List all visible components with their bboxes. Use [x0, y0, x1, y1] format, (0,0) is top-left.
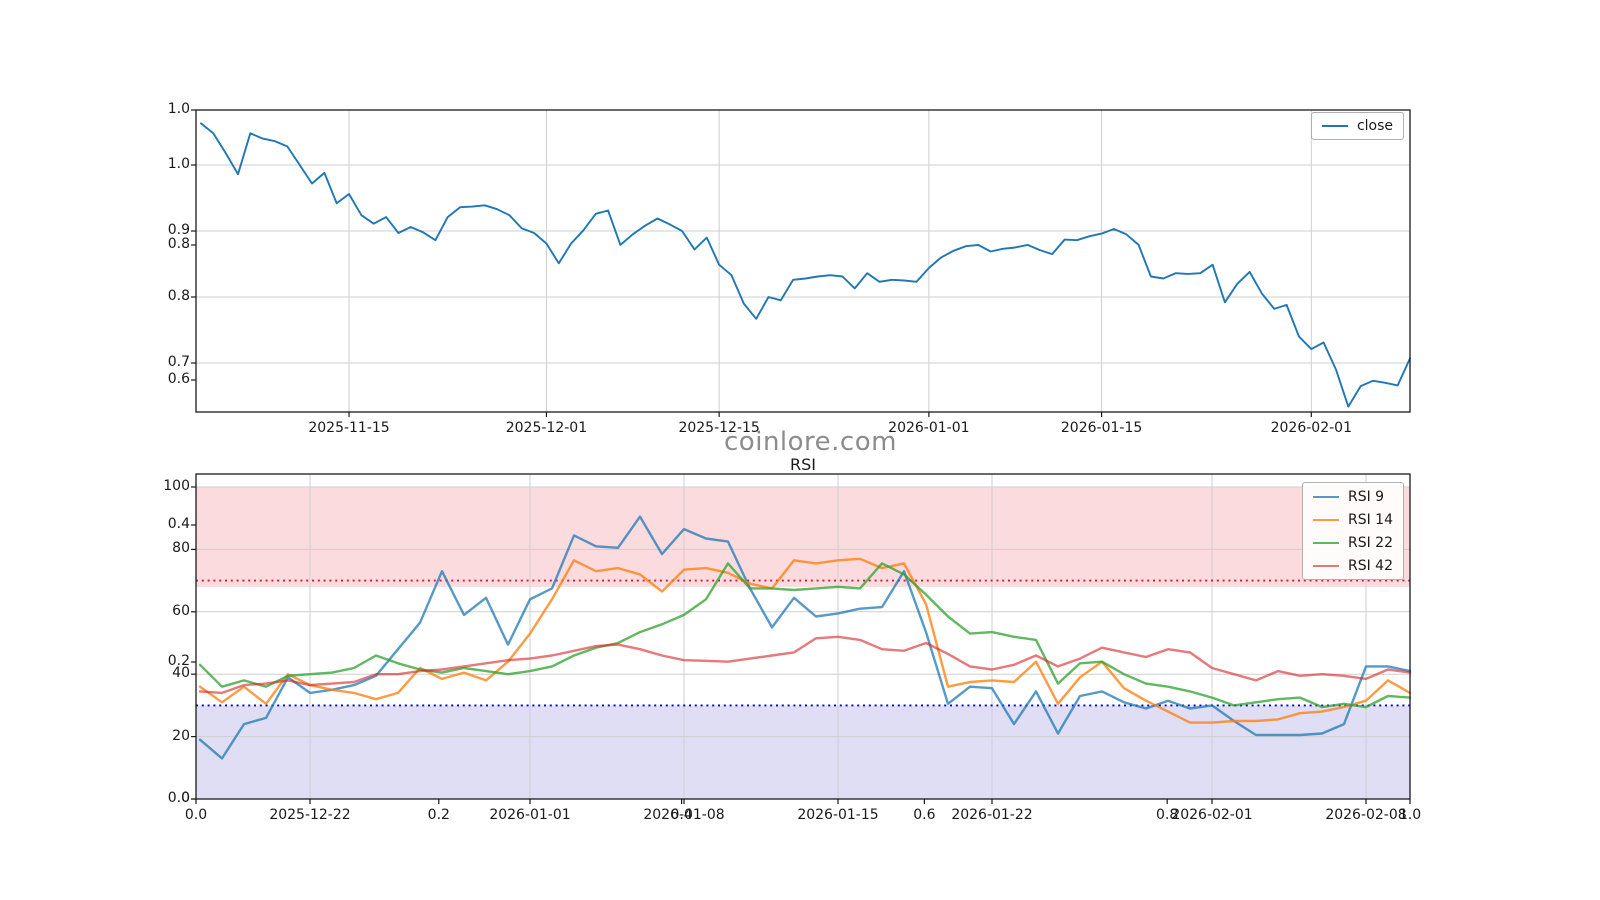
legend-label: RSI 42	[1347, 557, 1393, 574]
price-x-tick-label: 2026-02-01	[1270, 420, 1352, 436]
legend-item-rsi22: RSI 22	[1312, 533, 1393, 552]
rsi-x-date-label: 2026-01-15	[797, 807, 879, 823]
legend-label: RSI 14	[1347, 511, 1393, 528]
rsi-y-tick-label: 100	[163, 478, 190, 494]
price-legend: close	[1310, 112, 1404, 140]
rsi42-line-swatch	[1312, 564, 1339, 567]
rsi-y-tick-label: 60	[172, 602, 190, 619]
legend-label: RSI 9	[1347, 488, 1385, 505]
price-overlay-y-tick-label: 0.8	[167, 236, 190, 252]
rsi-x-overlay-label: 0.6	[913, 807, 936, 823]
rsi-chart-title: RSI	[790, 455, 816, 474]
price-x-tick-label: 2025-12-15	[678, 420, 760, 436]
price-x-tick-label: 2026-01-01	[888, 420, 970, 436]
rsi-x-date-label: 2025-12-22	[269, 807, 351, 823]
legend-item-rsi9: RSI 9	[1312, 487, 1393, 506]
rsi-x-overlay-label: 0.0	[184, 807, 208, 823]
rsi-y-tick-label: 20	[172, 727, 190, 744]
legend-label: RSI 22	[1347, 534, 1393, 551]
price-y-tick-label: 0.9	[167, 222, 190, 238]
price-x-tick-label: 2025-11-15	[308, 420, 390, 436]
legend-item-rsi14: RSI 14	[1312, 510, 1393, 529]
rsi-x-date-label: 2026-01-22	[951, 807, 1033, 823]
rsi-x-overlay-label: 0.2	[427, 807, 450, 823]
rsi-legend: RSI 9 RSI 14 RSI 22 RSI 42	[1301, 482, 1404, 580]
watermark: coinlore.com	[724, 427, 897, 457]
rsi-x-date-label: 2026-02-01	[1171, 807, 1253, 823]
legend-label: close	[1356, 118, 1393, 134]
price-x-tick-label: 2025-12-01	[505, 420, 588, 436]
close-line-swatch	[1321, 125, 1348, 127]
rsi22-line-swatch	[1312, 541, 1339, 544]
rsi-y-tick-label: 0	[181, 790, 190, 806]
rsi-y-tick-label: 80	[172, 540, 190, 557]
rsi-overlay-y-tick-label: 0.2	[167, 653, 190, 669]
rsi-x-date-label: 2026-01-01	[489, 807, 571, 823]
rsi-x-date-label: 2026-01-08	[643, 807, 725, 823]
rsi-x-overlay-label: 0.8	[1156, 807, 1179, 823]
rsi-overlay-y-tick-label: 0.0	[167, 790, 190, 806]
rsi-overlay-y-tick-label: 0.4	[167, 516, 190, 532]
legend-item-rsi42: RSI 42	[1312, 556, 1393, 575]
legend-item-close: close	[1321, 117, 1393, 135]
rsi9-line-swatch	[1312, 495, 1339, 498]
price-overlay-y-tick-label: 0.6	[167, 371, 190, 387]
rsi14-line-swatch	[1312, 518, 1339, 521]
price-x-tick-label: 2026-01-15	[1060, 420, 1143, 436]
rsi-x-overlay-label: 1.0	[1398, 807, 1422, 823]
rsi-x-overlay-label: 0.4	[670, 807, 693, 823]
price-overlay-y-tick-label: 1.0	[167, 101, 190, 117]
price-y-tick-label: 1.0	[167, 156, 190, 172]
price-y-tick-label: 0.8	[167, 288, 190, 304]
price-y-tick-label: 0.7	[167, 354, 190, 370]
rsi-y-tick-label: 40	[172, 665, 190, 682]
rsi-x-date-label: 2026-02-08	[1325, 807, 1407, 823]
